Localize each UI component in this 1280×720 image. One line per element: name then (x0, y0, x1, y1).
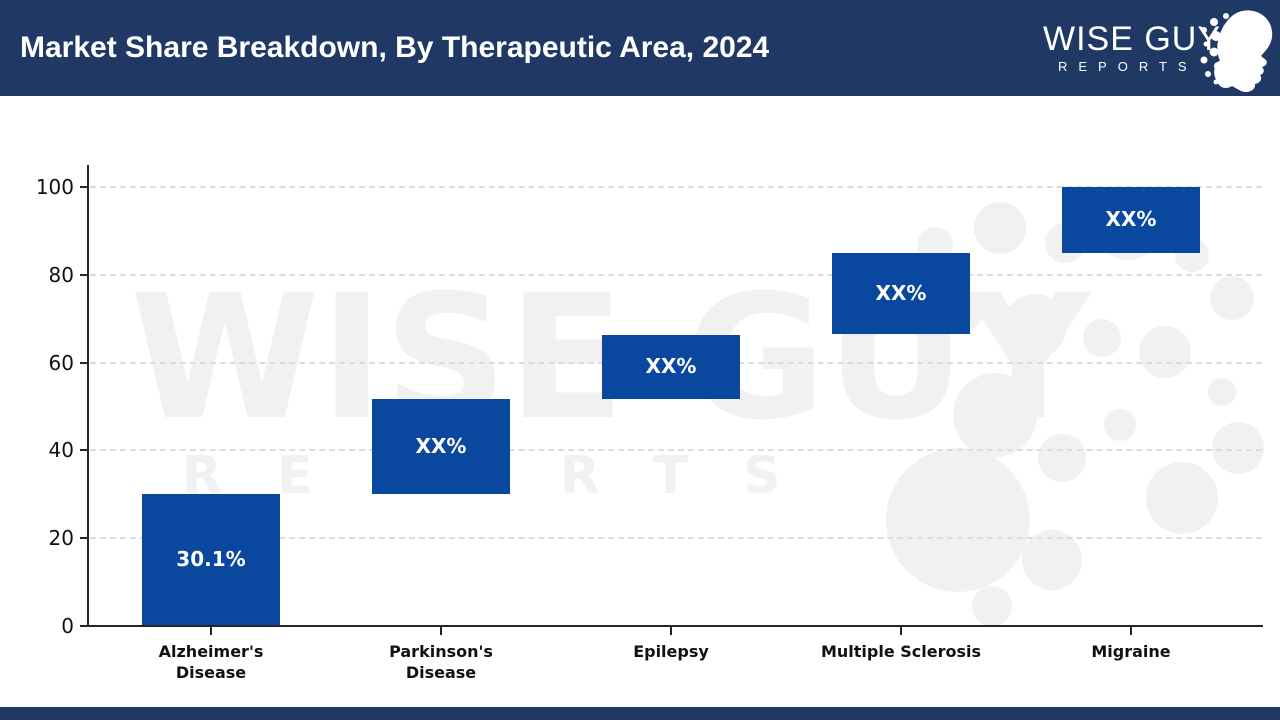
y-axis-tick (80, 273, 87, 276)
watermark-dot (1139, 326, 1191, 378)
watermark-dot (974, 202, 1026, 254)
y-tick-label: 40 (48, 438, 74, 463)
watermark-dot (886, 448, 1030, 592)
watermark-dot (1208, 378, 1236, 406)
bar-segment (1062, 187, 1200, 254)
bar-value-label: XX% (415, 433, 467, 458)
y-axis-tick (80, 625, 87, 627)
x-category-label: Alzheimer's Disease (158, 642, 264, 682)
bar-value-label: XX% (875, 280, 927, 305)
x-axis-tick (440, 627, 442, 635)
y-tick-label: 80 (48, 262, 74, 287)
y-axis-tick (80, 361, 87, 364)
x-axis-tick (210, 627, 212, 635)
logo-face-icon (1200, 10, 1273, 93)
y-tick-label: 20 (48, 526, 74, 551)
watermark-dot (953, 373, 1037, 457)
watermark-dot (1104, 409, 1136, 441)
watermark-dot (1083, 319, 1121, 357)
x-axis-tick (900, 627, 902, 635)
watermark-dot (1212, 422, 1264, 474)
footer-bar (0, 707, 1280, 720)
bar-value-label: 30.1% (176, 546, 246, 571)
x-category-label: Parkinson's Disease (389, 642, 493, 682)
watermark-dot (1022, 530, 1082, 590)
y-axis-tick (80, 537, 87, 540)
gridline (90, 449, 1262, 452)
watermark-dot (972, 586, 1012, 626)
x-axis-tick (1130, 627, 1132, 635)
watermark-dot (1146, 462, 1218, 534)
bar-segment (142, 493, 280, 626)
gridline (90, 273, 1262, 276)
bar-value-label: XX% (1105, 207, 1157, 232)
page-title: Market Share Breakdown, By Therapeutic A… (20, 31, 770, 64)
y-tick-label: 100 (35, 175, 74, 199)
watermark-dot (1038, 434, 1086, 482)
x-category-label: Epilepsy (633, 642, 709, 661)
x-axis-tick (670, 627, 672, 635)
bar-value-label: XX% (645, 353, 697, 378)
watermark-dot (1003, 294, 1067, 358)
y-axis-line (87, 165, 89, 627)
y-axis-tick (80, 449, 87, 452)
logo-subtext: REPORTS (1058, 59, 1198, 74)
bar-segment (372, 399, 510, 494)
bar-segment (832, 253, 970, 335)
gridline (90, 537, 1262, 540)
watermark-dot (1210, 276, 1254, 320)
header-bar: Market Share Breakdown, By Therapeutic A… (0, 0, 1280, 96)
y-tick-label: 60 (48, 350, 74, 375)
logo-wordmark: WISE GUY (1043, 20, 1222, 58)
gridline (90, 186, 1262, 188)
x-category-label: Multiple Sclerosis (820, 642, 982, 661)
y-axis-tick (80, 186, 87, 188)
x-category-label: Migraine (1091, 642, 1171, 661)
bar-segment (602, 334, 740, 400)
x-axis-line (87, 625, 1263, 627)
y-tick-label: 0 (61, 614, 74, 638)
